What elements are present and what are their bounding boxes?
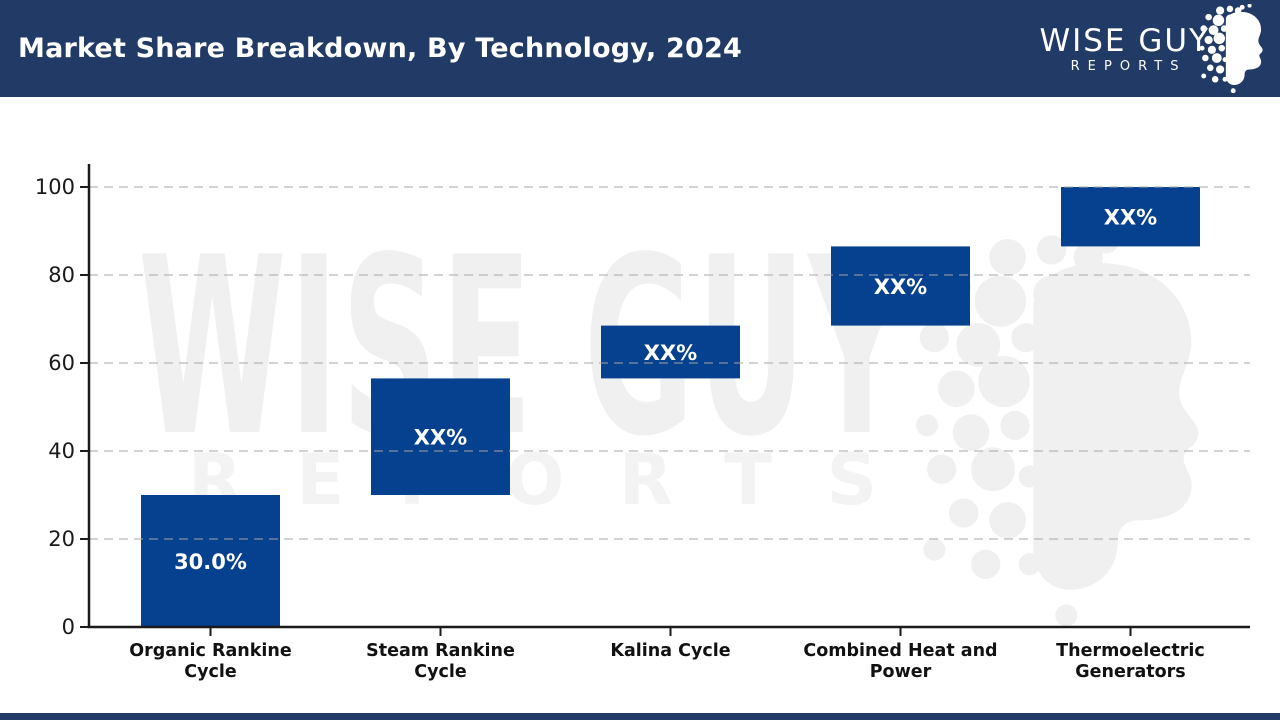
bar-segment: [371, 378, 510, 495]
logo-wordmark: WISE GUY: [1039, 22, 1210, 59]
bar-value-label: 30.0%: [174, 550, 247, 574]
x-category-label: Thermoelectric Generators: [1056, 641, 1205, 682]
y-tick-label: 0: [62, 615, 75, 639]
header-bar: Market Share Breakdown, By Technology, 2…: [0, 0, 1280, 97]
watermark-wordmark: WISE GUY: [138, 205, 908, 490]
bar-segment: [831, 246, 970, 326]
bar-value-label: XX%: [644, 341, 697, 365]
logo-text: WISE GUY REPORTS: [1039, 24, 1210, 74]
bar-segment: [1061, 187, 1200, 247]
bar-value-label: XX%: [874, 275, 927, 299]
logo-subtext: REPORTS: [1070, 59, 1187, 75]
x-category-label: Organic Rankine Cycle: [129, 641, 292, 682]
x-category-label: Kalina Cycle: [610, 641, 730, 661]
page-title: Market Share Breakdown, By Technology, 2…: [18, 33, 743, 64]
bar-value-label: XX%: [1104, 206, 1157, 230]
y-tick-label: 100: [35, 175, 75, 199]
y-tick-label: 20: [48, 527, 75, 551]
footer-bar: [0, 713, 1280, 720]
y-tick-label: 60: [48, 351, 75, 375]
x-category-label: Combined Heat and Power: [803, 641, 997, 682]
wise-guy-logo: WISE GUY REPORTS: [1039, 4, 1272, 94]
bar-segment: [601, 325, 740, 379]
y-tick-label: 80: [48, 263, 75, 287]
bar-value-label: XX%: [414, 426, 467, 450]
y-tick-label: 40: [48, 439, 75, 463]
watermark-subtext: REPORTS: [188, 439, 932, 521]
x-category-label: Steam Rankine Cycle: [366, 641, 515, 682]
bar-segment: [141, 495, 280, 627]
